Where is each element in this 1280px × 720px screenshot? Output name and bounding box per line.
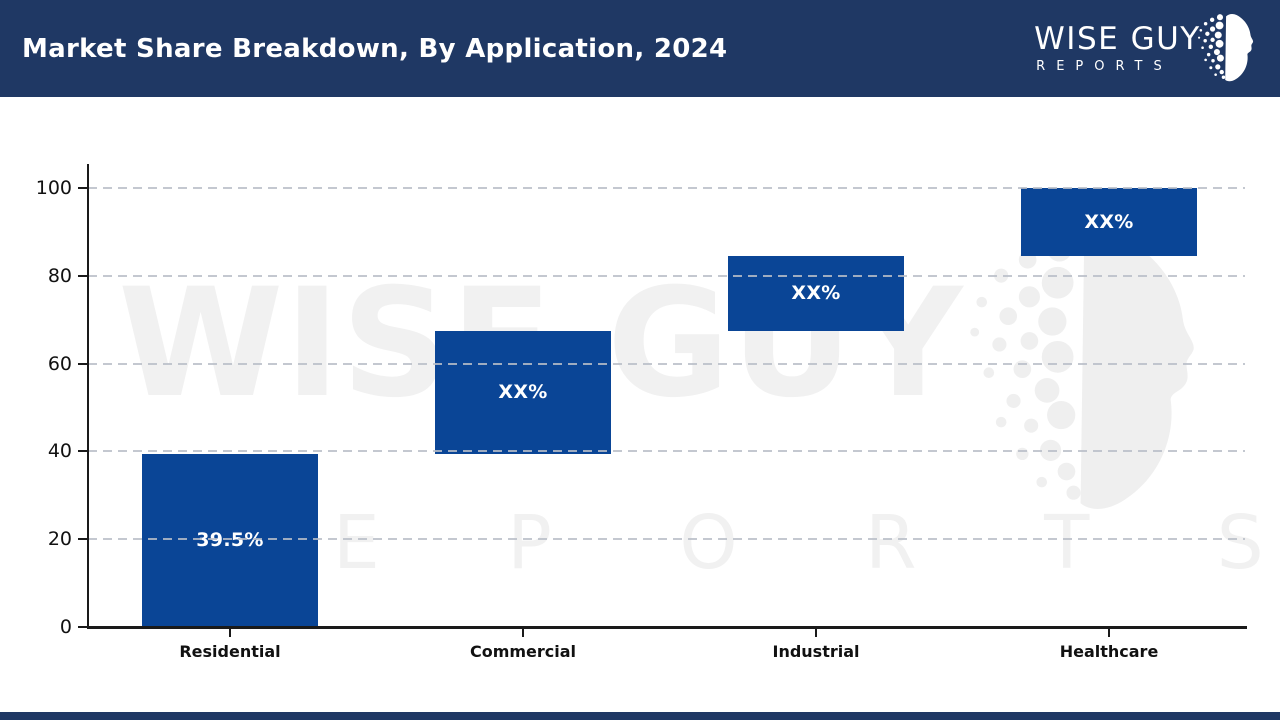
gridline-20 [88,538,1245,541]
y-tick-label-80: 80 [47,264,72,287]
logo-text: WISE GUY REPORTS [1034,23,1201,74]
chart-title: Market Share Breakdown, By Application, … [22,33,728,64]
y-tick-100 [78,187,88,189]
wiseguy-logo: WISE GUY REPORTS [1034,12,1258,86]
footer-bar [0,712,1280,720]
x-tick-label-residential: Residential [179,642,281,661]
watermark-subtitle: R E P O R T S [154,500,1280,586]
bar-value-label-residential: 39.5% [196,529,264,552]
bar-industrial: XX% [728,256,904,331]
y-tick-40 [78,450,88,453]
bar-healthcare: XX% [1021,188,1197,257]
x-tick-label-commercial: Commercial [469,642,577,661]
y-tick-label-0: 0 [59,616,72,638]
y-tick-20 [78,538,88,541]
logo-subtitle: REPORTS [1036,58,1173,74]
bar-commercial: XX% [435,330,611,454]
x-tick-commercial [522,629,524,637]
y-axis [87,164,89,629]
gridline-40 [88,450,1245,453]
y-tick-label-20: 20 [47,528,72,551]
bar-residential: 39.5% [142,453,318,627]
gridline-80 [88,274,1245,277]
y-tick-0 [78,626,88,628]
y-tick-80 [78,274,88,277]
y-tick-60 [78,362,88,365]
x-tick-healthcare [1108,629,1110,637]
bar-value-label-industrial: XX% [791,282,841,305]
y-tick-label-60: 60 [47,352,72,375]
x-tick-label-industrial: Industrial [772,642,860,661]
logo-wordmark: WISE GUY [1034,21,1201,58]
wiseguy-head-icon [1197,13,1253,81]
y-tick-label-40: 40 [47,440,72,463]
bar-value-label-commercial: XX% [498,381,548,404]
y-tick-label-100: 100 [35,177,72,199]
x-tick-residential [229,629,231,637]
plot-area: 0 20 40 60 80 100 39.5% Residential XX% Commercia… [36,165,1245,661]
header-bar: Market Share Breakdown, By Application, … [0,0,1280,97]
gridline-100 [88,187,1245,189]
x-axis [87,626,1247,629]
x-tick-industrial [815,629,817,637]
x-tick-label-healthcare: Healthcare [1059,642,1159,661]
gridline-60 [88,362,1245,365]
bar-value-label-healthcare: XX% [1084,211,1134,234]
